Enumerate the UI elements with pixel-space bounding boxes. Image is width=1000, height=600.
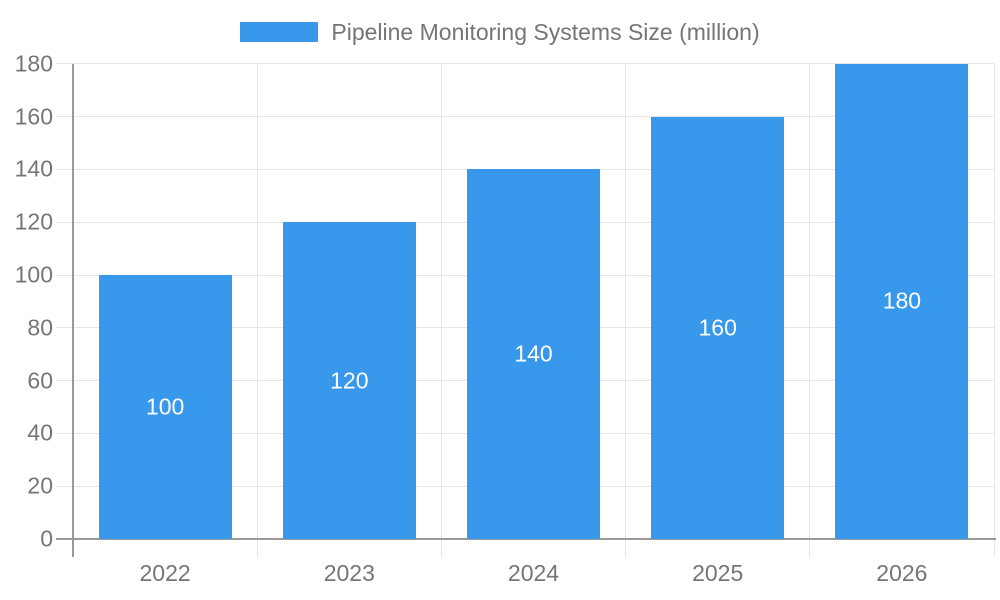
legend-label: Pipeline Monitoring Systems Size (millio… [331, 18, 760, 45]
y-axis-tick-label: 100 [14, 261, 53, 288]
y-axis-tick-label: 20 [27, 472, 53, 499]
x-axis-category-label: 2025 [692, 560, 744, 586]
gridline-vertical [993, 63, 995, 557]
gridline-horizontal [56, 63, 994, 65]
x-axis-category-label: 2026 [876, 560, 928, 586]
x-axis-category-label: 2022 [139, 560, 191, 586]
bar[interactable] [651, 116, 785, 539]
y-axis-tick-label: 0 [40, 525, 53, 552]
bar-value-label: 140 [514, 340, 553, 367]
y-axis-tick-label: 120 [14, 208, 53, 235]
legend-swatch [240, 22, 319, 42]
y-axis-tick-label: 80 [27, 314, 53, 341]
x-axis-category-label: 2024 [507, 560, 560, 586]
gridline-vertical [625, 63, 627, 557]
bar-value-label: 180 [882, 287, 922, 314]
x-axis-category-label: 2023 [323, 560, 375, 586]
y-axis-tick-label: 40 [27, 419, 53, 446]
y-axis-tick-label: 180 [14, 50, 53, 77]
gridline-vertical [256, 63, 258, 557]
gridline-vertical [440, 63, 442, 557]
gridline-vertical [809, 63, 811, 557]
bar[interactable] [835, 63, 969, 539]
y-axis-tick-label: 60 [27, 367, 53, 394]
bar-value-label: 100 [145, 393, 185, 420]
bar-value-label: 120 [330, 367, 369, 394]
y-axis-tick-label: 160 [14, 103, 53, 130]
bar-value-label: 160 [698, 314, 737, 341]
y-axis-tick-label: 140 [14, 155, 53, 182]
legend[interactable]: Pipeline Monitoring Systems Size (millio… [0, 19, 1000, 45]
bar[interactable] [98, 275, 232, 539]
y-axis-line [72, 63, 74, 557]
x-axis-line [56, 538, 996, 540]
bar[interactable] [467, 169, 600, 539]
gridline-horizontal [56, 116, 994, 118]
bar[interactable] [282, 222, 416, 539]
